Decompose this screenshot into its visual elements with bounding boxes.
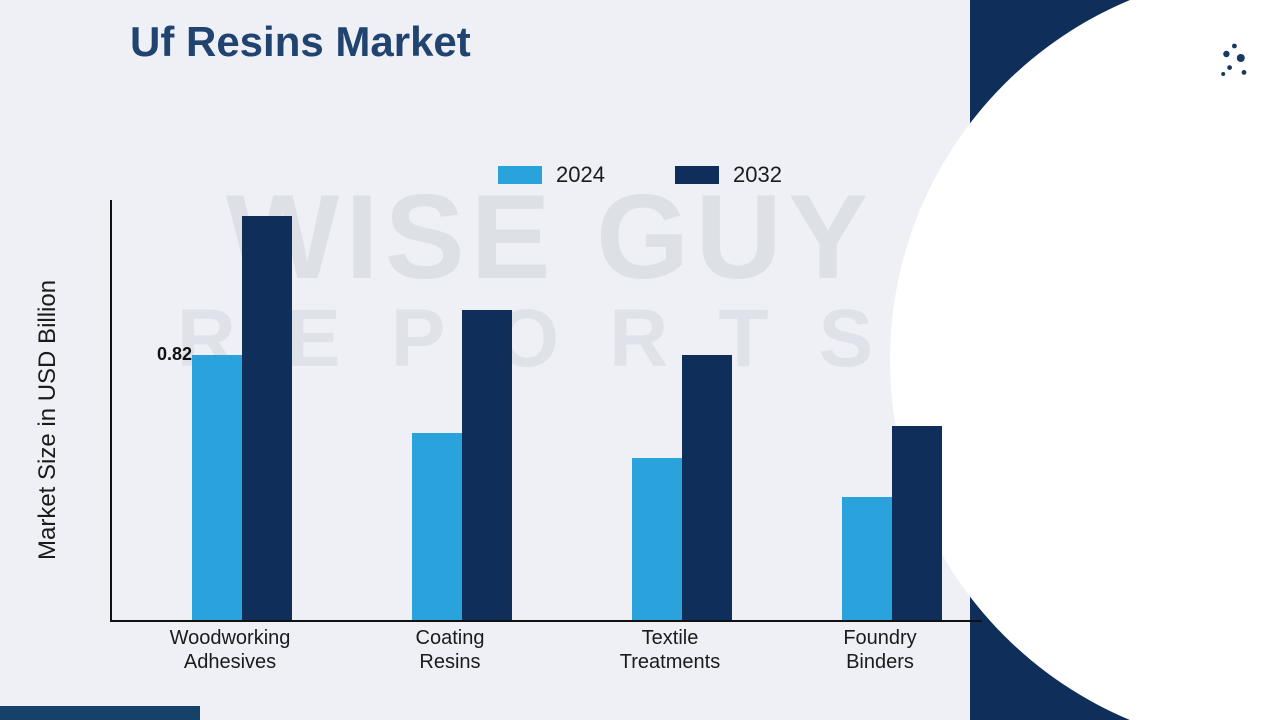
bar-2032 bbox=[242, 216, 292, 620]
bar-value-label: 0.82 bbox=[142, 344, 192, 365]
bar-2032 bbox=[682, 355, 732, 620]
bar-2024 bbox=[842, 497, 892, 620]
footer-accent-bar bbox=[0, 706, 200, 720]
legend-label-2032: 2032 bbox=[733, 162, 782, 188]
chart-canvas: WISE GUY REPORTS Uf Resins Market WISE G… bbox=[0, 0, 1280, 720]
plot-area: 0.82 bbox=[110, 200, 982, 622]
bar-2032 bbox=[462, 310, 512, 620]
legend-swatch-2032 bbox=[675, 166, 719, 184]
bar-2024 bbox=[412, 433, 462, 620]
chart-title: Uf Resins Market bbox=[130, 18, 471, 66]
legend: 2024 2032 bbox=[0, 162, 1280, 188]
y-axis-label: Market Size in USD Billion bbox=[34, 280, 62, 560]
x-tick-label: TextileTreatments bbox=[580, 626, 760, 674]
x-axis-labels: WoodworkingAdhesives CoatingResins Textile… bbox=[110, 626, 980, 686]
bar-2024 bbox=[632, 458, 682, 620]
legend-swatch-2024 bbox=[498, 166, 542, 184]
x-tick-label: CoatingResins bbox=[360, 626, 540, 674]
legend-item-2024: 2024 bbox=[498, 162, 605, 188]
bar-2024 bbox=[192, 355, 242, 620]
x-tick-label: WoodworkingAdhesives bbox=[140, 626, 320, 674]
x-tick-label: FoundryBinders bbox=[790, 626, 970, 674]
brand-head-icon bbox=[1188, 26, 1268, 106]
brand-logo: WISE GUY REPORTS bbox=[1084, 18, 1262, 68]
bar-2032 bbox=[892, 426, 942, 620]
legend-item-2032: 2032 bbox=[675, 162, 782, 188]
legend-label-2024: 2024 bbox=[556, 162, 605, 188]
